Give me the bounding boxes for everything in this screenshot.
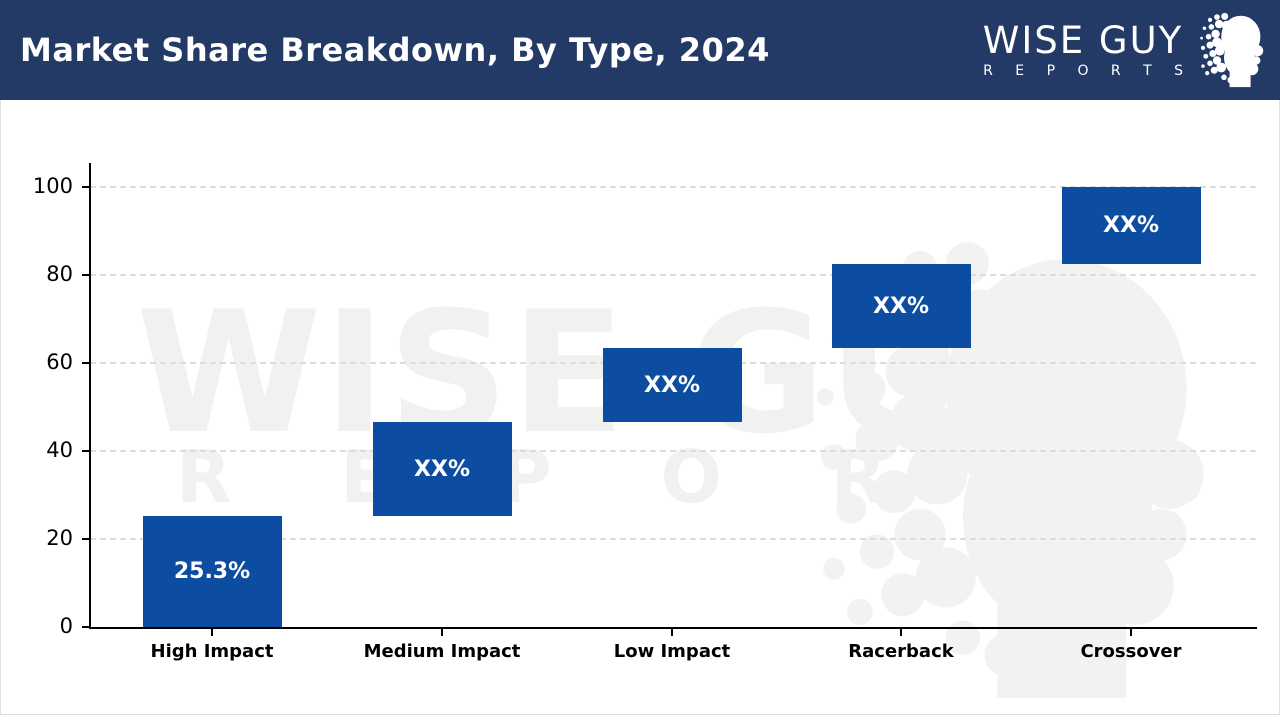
- y-axis-tick-label: 80: [46, 262, 73, 286]
- x-axis-tick: [900, 629, 902, 636]
- y-axis-tick: [82, 626, 89, 628]
- chart-canvas: WISE GUY R E P O R T S 0 20 40 60 80 100 25.3%…: [0, 100, 1280, 715]
- x-axis-category-label: Low Impact: [613, 641, 731, 662]
- x-axis-category-label: Racerback: [848, 641, 954, 662]
- x-axis-tick: [211, 629, 213, 636]
- y-axis-line: [89, 163, 91, 629]
- x-axis-category-label: Crossover: [1080, 641, 1182, 662]
- bar-value-label: XX%: [1103, 212, 1159, 238]
- brand-subname: R E P O R T S: [983, 63, 1192, 79]
- dotted-face-profile-icon: [1200, 12, 1264, 88]
- bar-value-label: XX%: [414, 456, 470, 482]
- brand-name: WISE GUY: [982, 19, 1184, 62]
- x-axis-category-label: Medium Impact: [363, 641, 521, 662]
- gridline: [90, 538, 1256, 540]
- gridline: [90, 186, 1256, 188]
- brand-wordmark: WISE GUY R E P O R T S: [974, 19, 1192, 80]
- bar-crossover: XX%: [1061, 187, 1201, 264]
- x-axis-tick: [441, 629, 443, 636]
- y-axis-tick-label: 40: [46, 438, 73, 462]
- y-axis-tick-label: 60: [46, 350, 73, 374]
- bar-racerback: XX%: [831, 263, 971, 349]
- brand-logo: WISE GUY R E P O R T S: [974, 6, 1266, 94]
- y-axis-tick-label: 0: [59, 614, 73, 638]
- y-axis-tick: [82, 362, 89, 364]
- y-axis-tick: [82, 538, 89, 540]
- gridline: [90, 274, 1256, 276]
- x-axis-tick: [1130, 629, 1132, 636]
- y-axis-tick: [82, 274, 89, 276]
- y-axis-tick-label: 20: [46, 526, 73, 550]
- y-axis-tick: [82, 186, 89, 188]
- x-axis-line: [89, 627, 1257, 629]
- bar-high-impact: 25.3%: [142, 515, 282, 627]
- bar-value-label: XX%: [644, 372, 700, 398]
- x-axis-category-label: High Impact: [150, 641, 274, 662]
- gridline: [90, 450, 1256, 452]
- y-axis-tick-label: 100: [32, 174, 73, 198]
- bar-value-label: 25.3%: [173, 558, 251, 584]
- page-title: Market Share Breakdown, By Type, 2024: [20, 31, 770, 69]
- y-axis-tick: [82, 450, 89, 452]
- bar-value-label: XX%: [873, 293, 929, 319]
- watermark-text-2: R E P O R T S: [176, 435, 1248, 519]
- bar-medium-impact: XX%: [372, 422, 512, 516]
- bar-low-impact: XX%: [602, 348, 742, 423]
- x-axis-tick: [671, 629, 673, 636]
- header-bar: Market Share Breakdown, By Type, 2024 WI…: [0, 0, 1280, 100]
